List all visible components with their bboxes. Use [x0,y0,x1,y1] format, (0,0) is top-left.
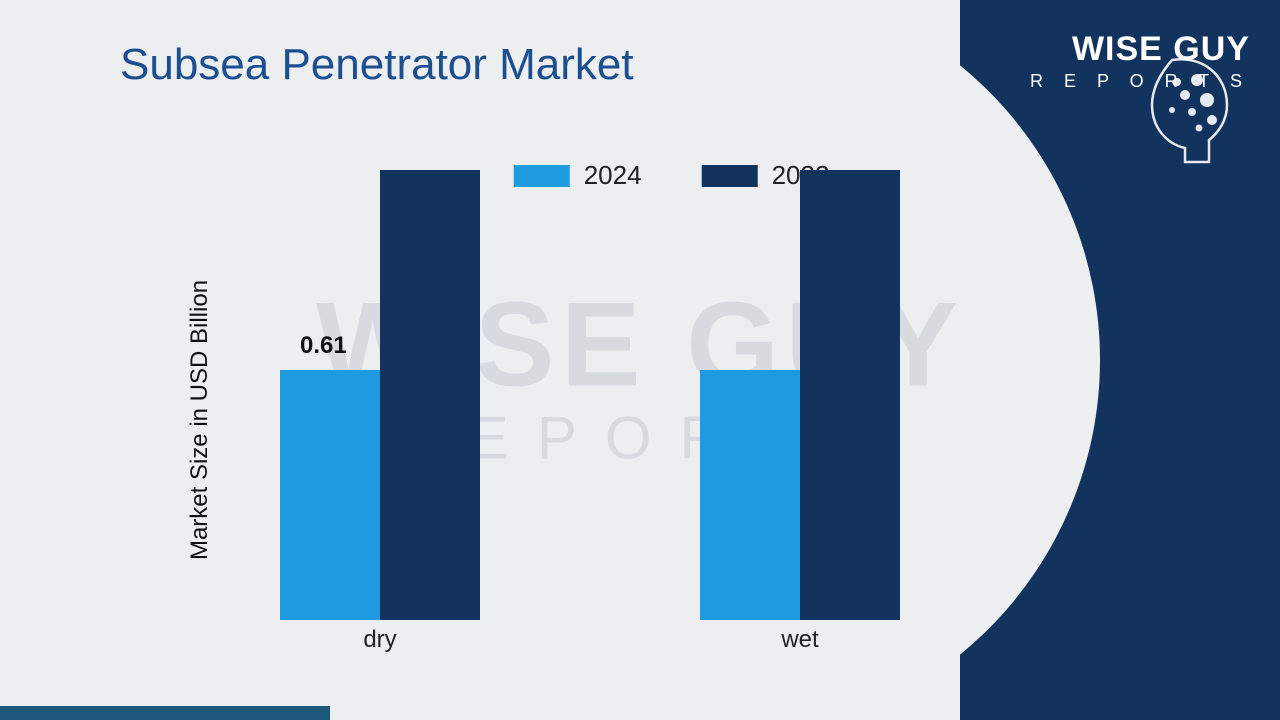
chart-title: Subsea Penetrator Market [120,40,634,90]
bar [380,170,480,620]
brand-logo: WISE GUY R E P O R T S [1030,30,1250,92]
stage: WISE GUY REPORTS Subsea Penetrator Marke… [0,0,1280,720]
bar-group: wet [700,170,900,620]
brand-head-icon [1132,50,1242,170]
bar-value-label: 0.61 [300,332,347,360]
plot-region: 0.61dry wet [130,170,960,620]
bar [700,370,800,620]
x-tick-label: wet [700,620,900,654]
x-tick-label: dry [280,620,480,654]
chart-area: Market Size in USD Billion 0.61drywet [60,170,960,670]
bar-group: 0.61dry [280,170,480,620]
bottom-strip [0,706,330,720]
bar [800,170,900,620]
bar [280,370,380,620]
